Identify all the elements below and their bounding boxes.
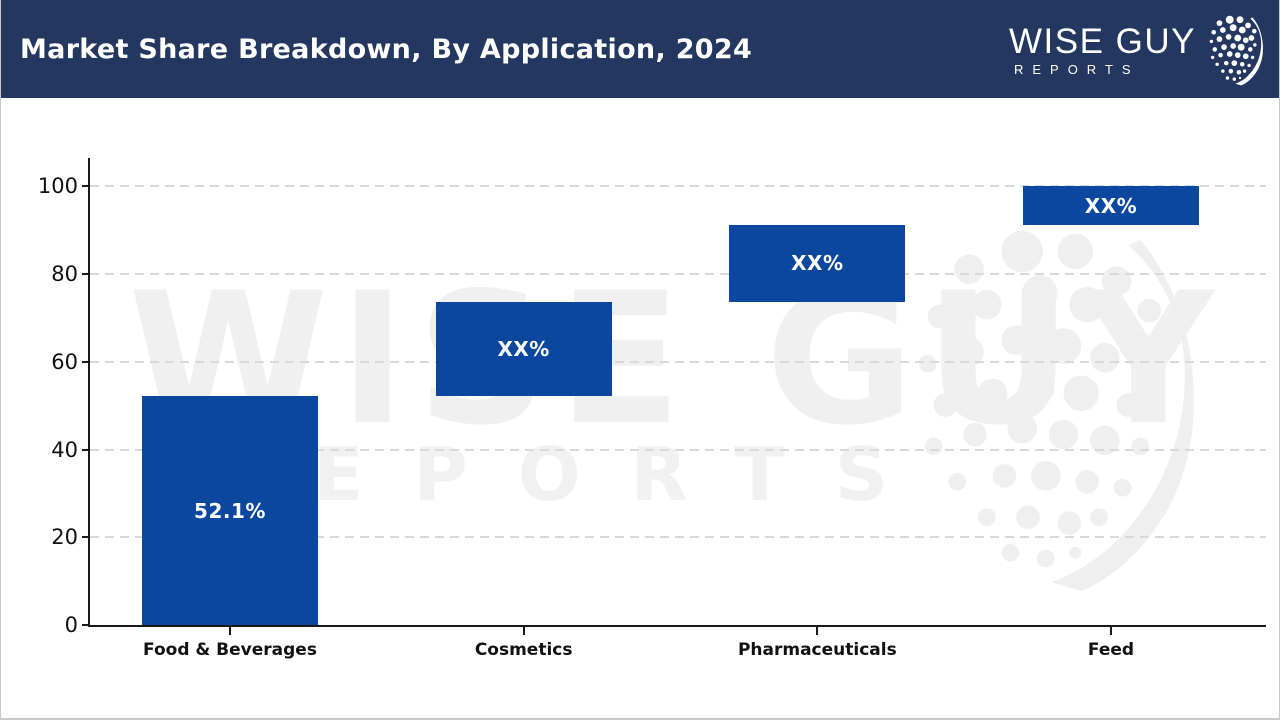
x-tick-mark-0 <box>229 627 231 635</box>
y-tick-label-20: 20 <box>51 525 78 550</box>
x-category-label-2: Pharmaceuticals <box>737 640 897 660</box>
x-category-label-1: Cosmetics <box>474 640 573 660</box>
y-tick-mark-60 <box>82 360 90 363</box>
logo-subtitle: REPORTS <box>1013 62 1140 77</box>
gridline-60 <box>90 360 1266 363</box>
y-tick-label-0: 0 <box>64 613 78 637</box>
x-tick-mark-1 <box>522 627 525 635</box>
gridline-20 <box>90 536 1266 539</box>
bar-cosmetics: XX% <box>435 301 612 397</box>
wise-guy-reports-logo: WISE GUY REPORTS <box>1009 10 1264 90</box>
y-tick-mark-20 <box>82 536 90 539</box>
bar-value-label: 52.1% <box>194 498 266 523</box>
y-tick-mark-100 <box>82 185 90 188</box>
gridline-80 <box>90 273 1266 275</box>
bar-pharmaceuticals: XX% <box>729 225 906 302</box>
gridline-100 <box>90 185 1266 188</box>
x-category-label-0: Food & Beverages <box>143 640 317 660</box>
y-tick-label-40: 40 <box>51 437 78 462</box>
y-axis-line <box>88 158 90 627</box>
x-tick-mark-3 <box>1110 627 1112 635</box>
bar-food-beverages: 52.1% <box>142 396 318 625</box>
bar-feed: XX% <box>1023 186 1199 226</box>
y-tick-label-80: 80 <box>51 262 78 286</box>
logo-face-icon <box>1200 12 1264 88</box>
logo-text: WISE GUY REPORTS <box>1009 24 1196 76</box>
y-tick-mark-40 <box>82 448 90 451</box>
y-tick-mark-0 <box>82 624 90 626</box>
logo-wordmark: WISE GUY <box>1008 22 1196 61</box>
bar-value-label: XX% <box>497 337 550 362</box>
bar-value-label: XX% <box>791 251 844 276</box>
x-axis-line <box>88 625 1266 627</box>
y-tick-label-100: 100 <box>37 174 78 199</box>
header-bar: Market Share Breakdown, By Application, … <box>0 0 1280 98</box>
gridline-40 <box>90 448 1266 451</box>
y-tick-mark-80 <box>82 273 90 275</box>
bar-value-label: XX% <box>1084 193 1138 218</box>
x-tick-mark-2 <box>816 627 819 635</box>
page-title: Market Share Breakdown, By Application, … <box>20 33 753 65</box>
y-tick-label-60: 60 <box>51 349 78 374</box>
x-category-label-3: Feed <box>1087 640 1135 660</box>
